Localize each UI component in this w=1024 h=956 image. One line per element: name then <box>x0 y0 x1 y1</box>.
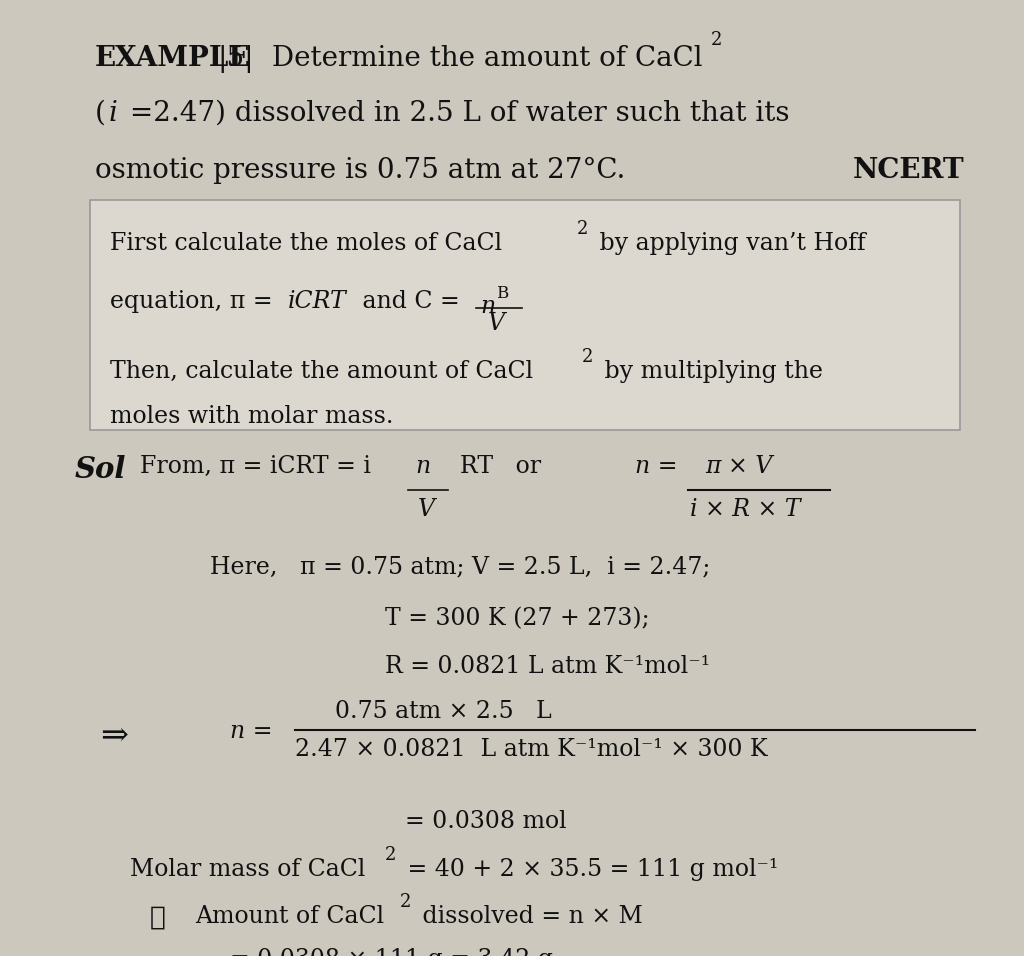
Text: moles with molar mass.: moles with molar mass. <box>110 405 393 428</box>
Text: 2.47 × 0.0821  L atm K⁻¹mol⁻¹ × 300 K: 2.47 × 0.0821 L atm K⁻¹mol⁻¹ × 300 K <box>295 738 768 761</box>
Text: RT   or: RT or <box>460 455 541 478</box>
Text: by multiplying the: by multiplying the <box>597 360 823 383</box>
Text: |5|: |5| <box>217 45 254 73</box>
Text: Here,   π = 0.75 atm; V = 2.5 L,  i = 2.47;: Here, π = 0.75 atm; V = 2.5 L, i = 2.47; <box>210 555 711 578</box>
Text: 2: 2 <box>577 220 589 238</box>
Text: by applying van’t Hoff: by applying van’t Hoff <box>592 232 865 255</box>
Text: NCERT: NCERT <box>852 157 964 184</box>
Text: V: V <box>488 312 505 335</box>
Text: iCRT: iCRT <box>288 290 347 313</box>
Text: First calculate the moles of CaCl: First calculate the moles of CaCl <box>110 232 502 255</box>
Text: From, π = iCRT = i: From, π = iCRT = i <box>140 455 371 478</box>
Text: 0.75 atm × 2.5   L: 0.75 atm × 2.5 L <box>335 700 552 723</box>
Text: i × R × T: i × R × T <box>690 498 801 521</box>
Text: T = 300 K (27 + 273);: T = 300 K (27 + 273); <box>385 607 649 630</box>
Text: and C =: and C = <box>355 290 467 313</box>
Text: Determine the amount of CaCl: Determine the amount of CaCl <box>263 45 702 72</box>
Text: =2.47) dissolved in 2.5 L of water such that its: =2.47) dissolved in 2.5 L of water such … <box>121 100 790 127</box>
Text: ⇒: ⇒ <box>100 720 128 752</box>
Text: (: ( <box>95 100 105 127</box>
Text: Then, calculate the amount of CaCl: Then, calculate the amount of CaCl <box>110 360 534 383</box>
Text: Amount of CaCl: Amount of CaCl <box>195 905 384 928</box>
Text: = 0.0308 × 111 g = 3.42 g: = 0.0308 × 111 g = 3.42 g <box>230 948 553 956</box>
Text: π × V: π × V <box>705 455 772 478</box>
Text: dissolved = n × M: dissolved = n × M <box>415 905 643 928</box>
FancyBboxPatch shape <box>90 200 961 430</box>
Text: EXAMPLE: EXAMPLE <box>95 45 251 72</box>
Text: B: B <box>496 285 508 302</box>
Text: ∴: ∴ <box>150 905 166 930</box>
Text: Molar mass of CaCl: Molar mass of CaCl <box>130 858 366 881</box>
Text: 2: 2 <box>400 893 412 911</box>
Text: 2: 2 <box>711 31 722 49</box>
Text: i: i <box>109 100 118 127</box>
Text: = 0.0308 mol: = 0.0308 mol <box>406 810 566 833</box>
Text: osmotic pressure is 0.75 atm at 27°C.: osmotic pressure is 0.75 atm at 27°C. <box>95 157 626 185</box>
Text: V: V <box>418 498 435 521</box>
Text: n =: n = <box>635 455 678 478</box>
Text: n: n <box>480 295 496 318</box>
Text: Sol: Sol <box>75 455 127 484</box>
Text: 2: 2 <box>385 846 396 864</box>
Text: equation, π =: equation, π = <box>110 290 281 313</box>
Text: n =: n = <box>230 720 272 743</box>
Text: = 40 + 2 × 35.5 = 111 g mol⁻¹: = 40 + 2 × 35.5 = 111 g mol⁻¹ <box>400 858 778 881</box>
Text: n: n <box>415 455 430 478</box>
Text: 2: 2 <box>582 348 593 366</box>
Text: R = 0.0821 L atm K⁻¹mol⁻¹: R = 0.0821 L atm K⁻¹mol⁻¹ <box>385 655 710 678</box>
